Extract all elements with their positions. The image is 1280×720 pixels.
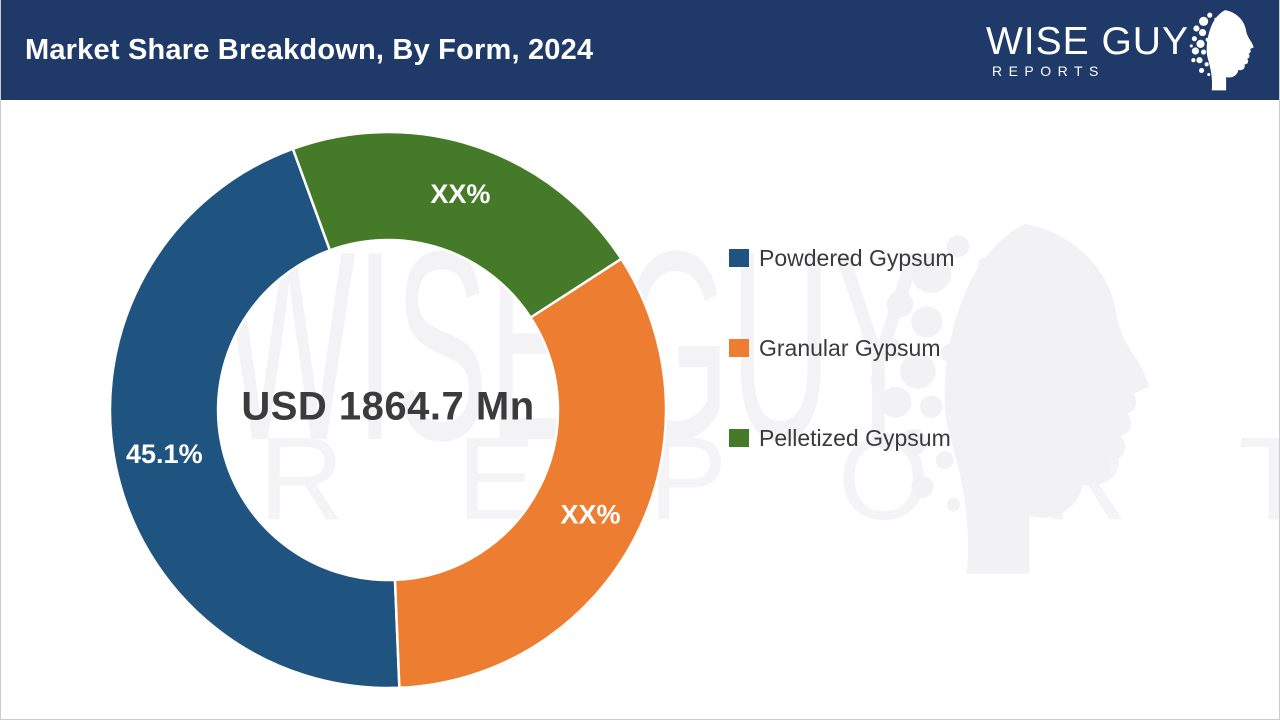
header: Market Share Breakdown, By Form, 2024 WI…	[1, 0, 1279, 100]
legend-label: Powdered Gypsum	[759, 244, 955, 271]
legend-item-granular-gypsum: Granular Gypsum	[729, 334, 955, 362]
page-title: Market Share Breakdown, By Form, 2024	[25, 33, 594, 66]
donut-slice-granular-gypsum	[393, 257, 668, 690]
legend: Powdered Gypsum Granular Gypsum Pelletiz…	[729, 244, 955, 514]
legend-label: Pelletized Gypsum	[759, 424, 951, 451]
legend-label: Granular Gypsum	[759, 334, 941, 361]
logo-face-icon	[1189, 9, 1254, 90]
legend-swatch-powdered-gypsum	[729, 249, 749, 267]
slice-label-granular-gypsum: XX%	[560, 500, 620, 530]
legend-item-powdered-gypsum: Powdered Gypsum	[729, 244, 955, 272]
wise-guy-reports-logo: WISE GUY REPORTS	[986, 7, 1257, 94]
legend-swatch-pelletized-gypsum	[729, 429, 749, 447]
slice-label-pelletized-gypsum: XX%	[430, 179, 490, 209]
slice-label-powdered-gypsum: 45.1%	[126, 439, 203, 469]
logo-brand-subtitle: REPORTS	[991, 63, 1105, 79]
logo-text: WISE GUY REPORTS	[986, 22, 1189, 78]
donut-slice-powdered-gypsum	[108, 147, 401, 690]
donut-slice-pelletized-gypsum	[291, 130, 623, 319]
chart-center-value: USD 1864.7 Mn	[241, 384, 535, 429]
legend-item-pelletized-gypsum: Pelletized Gypsum	[729, 424, 955, 452]
logo-brand-name: WISE GUY	[985, 20, 1189, 63]
legend-swatch-granular-gypsum	[729, 339, 749, 357]
